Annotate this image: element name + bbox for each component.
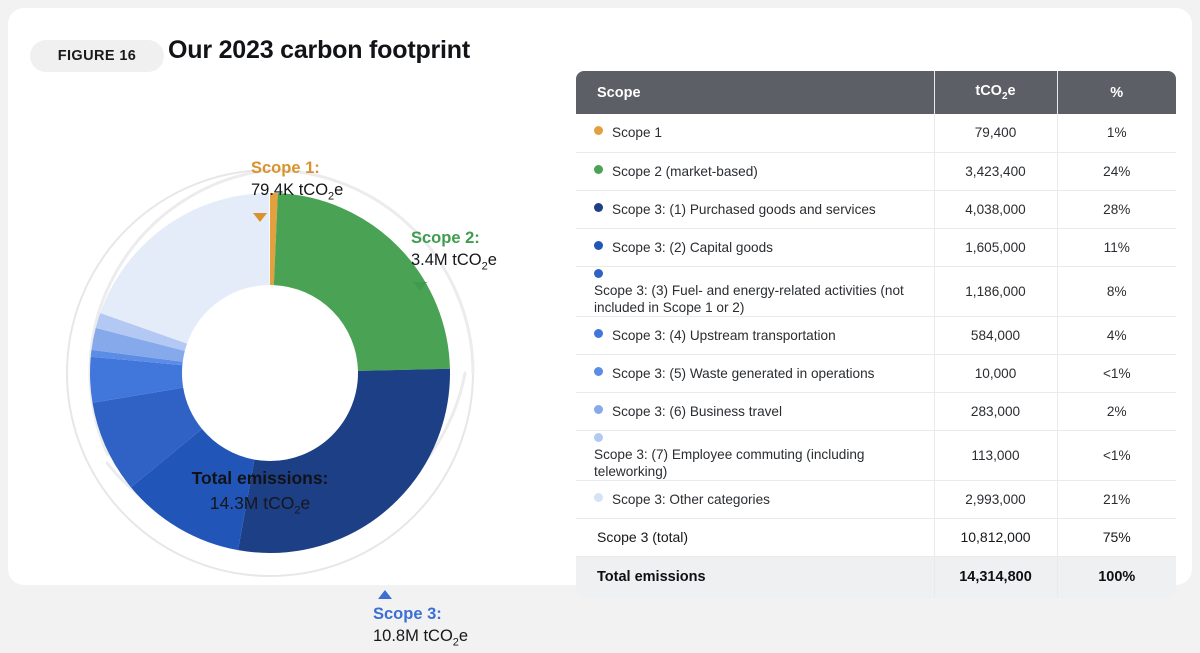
callout-scope-1-value: 79.4K tCO2e: [251, 181, 344, 203]
legend-dot-icon: [594, 328, 603, 338]
cell-scope: Scope 1: [576, 114, 935, 153]
segment-scope-1: [90, 193, 450, 553]
legend-dot-icon: [594, 202, 603, 212]
callout-scope-2: Scope 2: 3.4M tCO2e: [411, 228, 497, 292]
emissions-table: Scope tCO2e % Scope 1 79,400 1% Scope 2 (ma…: [576, 71, 1176, 598]
cell-percent: 100%: [1057, 556, 1176, 598]
scope-label: Scope 3: (1) Purchased goods and service…: [612, 201, 876, 217]
table-row: Scope 3: (2) Capital goods 1,605,000 11%: [576, 228, 1176, 267]
scope2-bracket-arc: [88, 168, 272, 456]
table-row-total: Total emissions 14,314,800 100%: [576, 556, 1176, 598]
scope-label: Scope 3: (4) Upstream transportation: [612, 327, 836, 343]
legend-dot-icon: [594, 366, 603, 376]
scope-label: Scope 3: (7) Employee commuting (includi…: [594, 446, 865, 479]
cell-percent: 4%: [1057, 316, 1176, 355]
cell-tco2e: 584,000: [934, 316, 1058, 355]
column-header-tco2e[interactable]: tCO2e: [934, 71, 1058, 114]
cell-percent: 8%: [1057, 266, 1176, 317]
cell-percent: 21%: [1057, 480, 1176, 519]
callout-scope-1-title: Scope 1:: [251, 159, 320, 177]
cell-tco2e: 2,993,000: [934, 480, 1058, 519]
cell-tco2e: 3,423,400: [934, 152, 1058, 191]
table-row-subtotal: Scope 3 (total) 10,812,000 75%: [576, 518, 1176, 557]
cell-tco2e: 1,605,000: [934, 228, 1058, 267]
cell-percent: 24%: [1057, 152, 1176, 191]
table-row: Scope 3: (7) Employee commuting (includi…: [576, 430, 1176, 481]
column-header-percent[interactable]: %: [1057, 71, 1176, 114]
cell-scope: Scope 3 (total): [576, 518, 935, 557]
scope-label: Scope 3: (6) Business travel: [612, 403, 783, 419]
cell-scope: Scope 2 (market-based): [576, 152, 935, 191]
scope1-bracket-arc: [272, 168, 475, 375]
cell-tco2e: 14,314,800: [934, 556, 1058, 598]
table-row: Scope 3: (5) Waste generated in operatio…: [576, 354, 1176, 393]
legend-dot-icon: [594, 432, 603, 442]
table-row: Scope 2 (market-based) 3,423,400 24%: [576, 152, 1176, 191]
callout-scope-3: Scope 3: 10.8M tCO2e: [373, 590, 468, 653]
cell-scope: Scope 3: (5) Waste generated in operatio…: [576, 354, 935, 393]
triangle-down-icon: [253, 213, 267, 223]
segment-scope-3-1: [90, 193, 450, 553]
cell-percent: 1%: [1057, 114, 1176, 153]
callout-scope-2-value: 3.4M tCO2e: [411, 251, 497, 273]
cell-percent: 11%: [1057, 228, 1176, 267]
cell-scope: Scope 3: Other categories: [576, 480, 935, 519]
cell-percent: 28%: [1057, 190, 1176, 229]
cell-scope: Total emissions: [576, 556, 935, 598]
cell-tco2e: 113,000: [934, 430, 1058, 481]
legend-dot-icon: [594, 126, 603, 136]
cell-scope: Scope 3: (6) Business travel: [576, 392, 935, 431]
table-row: Scope 3: Other categories 2,993,000 21%: [576, 480, 1176, 519]
scope-label: Scope 3: Other categories: [612, 491, 770, 507]
cell-percent: 2%: [1057, 392, 1176, 431]
table-body: Scope 1 79,400 1% Scope 2 (market-based) 3,4…: [576, 114, 1176, 598]
cell-tco2e: 10,000: [934, 354, 1058, 393]
cell-percent: <1%: [1057, 354, 1176, 393]
table-row: Scope 3: (3) Fuel- and energy-related ac…: [576, 266, 1176, 317]
table-row: Scope 3: (6) Business travel 283,000 2%: [576, 392, 1176, 431]
table-row: Scope 3: (4) Upstream transportation 584,…: [576, 316, 1176, 355]
cell-scope: Scope 3: (4) Upstream transportation: [576, 316, 935, 355]
triangle-up-icon: [378, 590, 392, 599]
cell-tco2e: 283,000: [934, 392, 1058, 431]
donut-svg: [66, 168, 475, 577]
cell-scope: Scope 3: (3) Fuel- and energy-related ac…: [576, 266, 935, 317]
cell-tco2e: 79,400: [934, 114, 1058, 153]
cell-scope: Scope 3: (1) Purchased goods and service…: [576, 190, 935, 229]
scope-label: Scope 3: (2) Capital goods: [612, 239, 773, 255]
table-header-row: Scope tCO2e %: [576, 71, 1176, 114]
callout-scope-3-value: 10.8M tCO2e: [373, 627, 469, 649]
scope-label: Scope 2 (market-based): [612, 163, 758, 179]
scope-label: Scope 3: (3) Fuel- and energy-related ac…: [594, 282, 904, 315]
scope-label: Scope 3: (5) Waste generated in operatio…: [612, 365, 875, 381]
legend-dot-icon: [594, 240, 603, 250]
triangle-down-icon: [413, 282, 427, 292]
cell-tco2e: 1,186,000: [934, 266, 1058, 317]
scope-label: Scope 1: [612, 125, 662, 141]
column-header-scope[interactable]: Scope: [576, 71, 935, 114]
callout-scope-1: Scope 1: 79.4K tCO2e: [251, 158, 344, 223]
donut-segments: [90, 193, 450, 553]
legend-dot-icon: [594, 492, 603, 502]
cell-percent: <1%: [1057, 430, 1176, 481]
donut-chart: Total emissions: 14.3M tCO2e Scope 1: 79…: [8, 68, 568, 648]
segment-scope-3-4: [90, 193, 450, 553]
table-row: Scope 3: (1) Purchased goods and service…: [576, 190, 1176, 229]
page-title: Our 2023 carbon footprint: [168, 36, 470, 64]
legend-dot-icon: [594, 164, 603, 174]
cell-scope: Scope 3: (2) Capital goods: [576, 228, 935, 267]
legend-dot-icon: [594, 268, 603, 278]
figure-card: FIGURE 16 Our 2023 carbon footprint: [8, 8, 1192, 648]
callout-scope-3-title: Scope 3:: [373, 605, 442, 623]
figure-badge: FIGURE 16: [30, 40, 164, 72]
emissions-table-wrapper: Scope tCO2e % Scope 1 79,400 1% Scope 2 (ma…: [576, 71, 1176, 598]
legend-dot-icon: [594, 404, 603, 414]
cell-percent: 75%: [1057, 518, 1176, 557]
callout-scope-2-title: Scope 2:: [411, 229, 480, 247]
cell-tco2e: 4,038,000: [934, 190, 1058, 229]
cell-scope: Scope 3: (7) Employee commuting (includi…: [576, 430, 935, 481]
table-header: Scope tCO2e %: [576, 71, 1176, 114]
table-row: Scope 1 79,400 1%: [576, 114, 1176, 153]
cell-tco2e: 10,812,000: [934, 518, 1058, 557]
